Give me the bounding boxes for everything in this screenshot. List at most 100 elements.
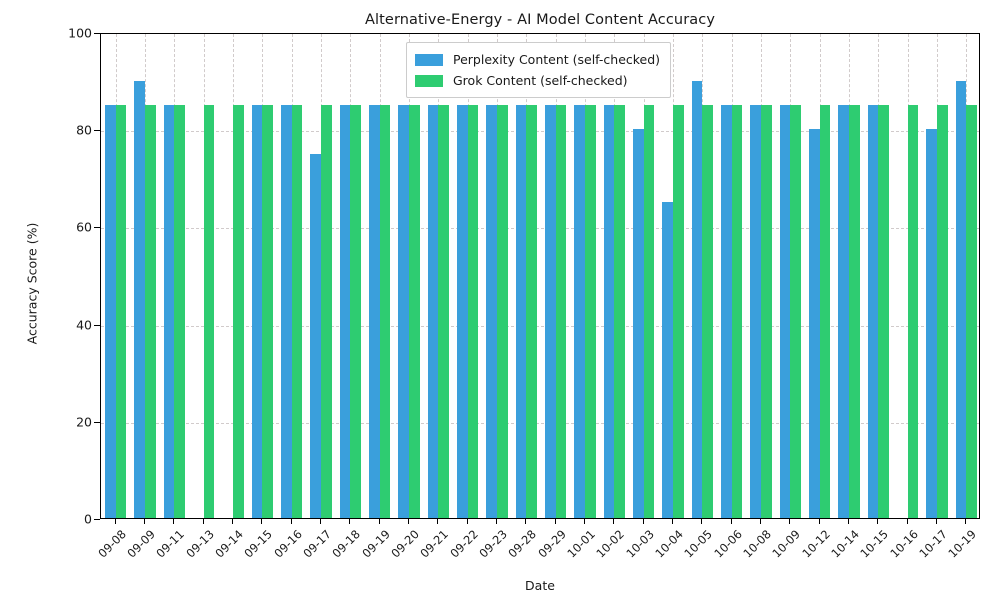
x-tick-mark	[202, 519, 204, 524]
x-tick-mark	[496, 519, 497, 524]
y-tick-mark	[94, 227, 100, 229]
bar-grok	[115, 104, 127, 518]
x-tick-mark	[232, 519, 233, 524]
bar-perplexity	[427, 104, 439, 518]
x-tick-mark	[144, 519, 145, 524]
gridline-horizontal	[101, 422, 979, 424]
x-tick-mark	[848, 519, 849, 524]
bar-grok	[409, 104, 420, 518]
bar-perplexity	[515, 104, 527, 518]
bar-grok	[937, 104, 948, 518]
bar-grok	[761, 104, 772, 518]
bar-perplexity	[105, 104, 116, 518]
x-tick-mark	[290, 519, 292, 524]
bar-grok	[203, 104, 215, 518]
bar-perplexity	[545, 104, 556, 518]
x-tick-mark	[261, 519, 263, 524]
bar-grok	[907, 104, 919, 518]
bar-perplexity	[662, 202, 673, 518]
bar-grok	[643, 104, 655, 518]
bar-grok	[819, 104, 831, 518]
y-tick-mark	[94, 130, 100, 132]
chart-legend: Perplexity Content (self-checked) Grok Co…	[406, 42, 672, 98]
bar-perplexity	[779, 104, 791, 518]
x-tick-mark	[320, 519, 321, 524]
bar-perplexity	[310, 153, 321, 518]
bar-perplexity	[369, 104, 380, 518]
bar-grok	[262, 104, 273, 518]
x-tick-mark	[818, 519, 820, 524]
legend-item[interactable]: Perplexity Content (self-checked)	[415, 49, 660, 70]
bar-grok	[702, 104, 713, 518]
bar-grok	[673, 104, 684, 518]
horizontal-gridlines	[101, 34, 979, 518]
x-tick-mark	[730, 519, 732, 524]
legend-label: Grok Content (self-checked)	[453, 73, 628, 88]
bar-perplexity	[457, 104, 468, 518]
bar-grok	[467, 104, 479, 518]
bar-perplexity	[398, 104, 409, 518]
x-tick-mark	[584, 519, 585, 524]
bar-perplexity	[603, 104, 615, 518]
bar-perplexity	[691, 80, 703, 518]
bar-grok	[731, 104, 743, 518]
bar-grok	[790, 104, 801, 518]
x-tick-mark	[642, 519, 644, 524]
bar-perplexity	[574, 104, 585, 518]
bar-perplexity	[251, 104, 263, 518]
bar-perplexity	[809, 129, 820, 518]
x-tick-mark	[525, 519, 527, 524]
y-tick-mark	[94, 421, 100, 423]
y-tick-mark	[94, 324, 100, 326]
bar-grok	[614, 104, 625, 518]
gridline-horizontal	[101, 228, 979, 230]
legend-label: Perplexity Content (self-checked)	[453, 52, 661, 67]
legend-item[interactable]: Grok Content (self-checked)	[415, 70, 660, 91]
legend-swatch-perplexity	[415, 53, 443, 66]
bar-perplexity	[134, 80, 145, 518]
y-tick-mark	[94, 519, 100, 520]
bar-grok	[145, 104, 156, 518]
bar-grok	[497, 104, 508, 518]
bar-grok	[526, 104, 537, 518]
x-tick-mark	[437, 519, 439, 524]
y-tick-label: 40	[76, 317, 92, 333]
x-tick-mark	[701, 519, 703, 524]
bar-perplexity	[721, 104, 732, 518]
bar-perplexity	[163, 104, 175, 518]
bar-grok	[585, 104, 596, 518]
bar-grok	[555, 104, 567, 518]
y-tick-label: 60	[76, 219, 92, 235]
bar-perplexity	[750, 104, 761, 518]
gridline-horizontal	[101, 131, 979, 133]
bar-grok	[878, 104, 889, 518]
bar-grok	[350, 104, 361, 518]
bar-perplexity	[633, 129, 644, 518]
x-tick-mark	[173, 519, 175, 524]
x-tick-mark	[906, 519, 908, 524]
plot-area	[100, 33, 980, 519]
x-tick-mark	[672, 519, 673, 524]
bar-perplexity	[867, 104, 879, 518]
bar-perplexity	[339, 104, 351, 518]
x-tick-mark	[936, 519, 937, 524]
bar-grok	[438, 104, 449, 518]
x-tick-mark	[965, 519, 967, 524]
bar-grok	[849, 104, 860, 518]
y-tick-mark	[94, 33, 100, 34]
x-tick-mark	[114, 519, 116, 524]
chart-title: Alternative-Energy - AI Model Content Ac…	[364, 12, 716, 28]
bar-grok	[233, 104, 244, 518]
bar-grok	[291, 104, 303, 518]
x-tick-mark	[408, 519, 409, 524]
x-tick-mark	[760, 519, 761, 524]
bar-grok	[379, 104, 391, 518]
gridline-horizontal	[101, 325, 979, 327]
bar-perplexity	[486, 104, 497, 518]
bars-layer	[101, 34, 979, 518]
x-tick-mark	[613, 519, 615, 524]
bar-perplexity	[926, 129, 937, 518]
y-tick-label: 80	[76, 122, 92, 138]
y-axis-label: Accuracy Score (%)	[24, 222, 40, 345]
